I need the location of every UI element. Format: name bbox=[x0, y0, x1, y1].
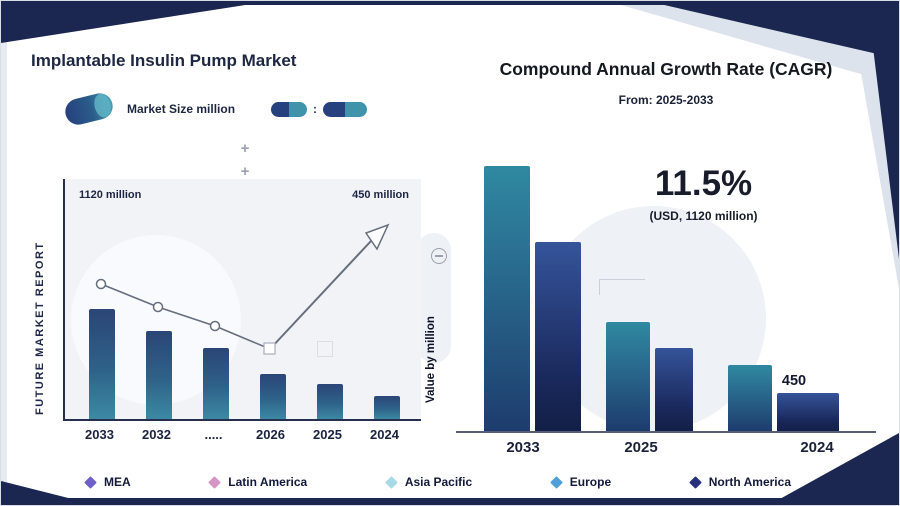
legend-label: MEA bbox=[104, 475, 131, 489]
left-bar-2033 bbox=[88, 309, 115, 419]
legend-item: Europe bbox=[549, 475, 612, 489]
left-bar-..... bbox=[202, 348, 229, 419]
annotation-1120-million: 1120 million bbox=[79, 189, 142, 201]
decor-square bbox=[317, 341, 333, 357]
left-x-label: 2024 bbox=[370, 427, 399, 442]
left-x-label: 2025 bbox=[313, 427, 342, 442]
decor-top-left-triangle bbox=[1, 1, 271, 43]
left-x-label: ..... bbox=[204, 427, 223, 442]
capsule-separator: : bbox=[313, 102, 318, 116]
diamond-icon bbox=[549, 475, 563, 489]
left-bar-column bbox=[358, 396, 415, 419]
left-bar-column bbox=[244, 374, 301, 419]
left-bar-column bbox=[130, 331, 187, 419]
legend-label: Asia Pacific bbox=[404, 475, 473, 489]
capsule-icon bbox=[323, 101, 368, 117]
side-watermark: FUTURE MARKET REPORT bbox=[34, 241, 46, 415]
left-bar-2024 bbox=[373, 396, 400, 419]
market-size-label: Market Size million bbox=[127, 102, 236, 116]
right-chart-title: Compound Annual Growth Rate (CAGR) bbox=[499, 59, 833, 79]
cylinder-icon bbox=[65, 93, 113, 125]
minus-circle-icon bbox=[431, 248, 447, 264]
page-title: Implantable Insulin Pump Market bbox=[31, 51, 297, 70]
legend-label: Latin America bbox=[228, 475, 308, 489]
bar-group-2025 bbox=[606, 322, 693, 431]
capsule-icon bbox=[271, 101, 308, 117]
left-bar-2032 bbox=[145, 331, 172, 419]
left-bar-2025 bbox=[316, 384, 343, 419]
plus-marks: + + bbox=[237, 137, 253, 183]
plus-icon: + bbox=[240, 163, 250, 180]
legend-label: Europe bbox=[569, 475, 612, 489]
bar-group-2033 bbox=[484, 166, 581, 431]
left-bars bbox=[73, 309, 415, 419]
right-chart-subtitle: From: 2025-2033 bbox=[618, 93, 714, 107]
diamond-icon bbox=[84, 475, 97, 489]
diamond-icon bbox=[688, 475, 702, 489]
right-bar-2033-series-b bbox=[535, 242, 581, 431]
decor-bracket bbox=[599, 279, 645, 295]
right-bar-2033-series-a bbox=[484, 166, 530, 431]
x-label-2025: 2025 bbox=[624, 439, 658, 456]
decor-left-strip bbox=[1, 1, 7, 505]
left-x-label: 2033 bbox=[85, 427, 114, 442]
decor-top-line bbox=[1, 1, 899, 5]
legend-item: North America bbox=[688, 475, 791, 489]
left-bar-2026 bbox=[259, 374, 286, 419]
legend-item: MEA bbox=[84, 475, 131, 489]
left-bar-column bbox=[187, 348, 244, 419]
annotation-450-million: 450 million bbox=[352, 189, 409, 201]
cagr-note: (USD, 1120 million) bbox=[649, 209, 758, 223]
legend-item: Latin America bbox=[208, 475, 308, 489]
legend: MEA Latin America Asia Pacific Europe North … bbox=[84, 475, 791, 489]
cagr-value: 11.5% bbox=[654, 164, 753, 203]
left-x-label: 2026 bbox=[256, 427, 285, 442]
x-label-2024: 2024 bbox=[800, 439, 834, 456]
x-label-2033: 2033 bbox=[506, 439, 540, 456]
right-bar-2025-series-b bbox=[655, 348, 693, 431]
legend-label: North America bbox=[708, 475, 791, 489]
right-bar-2024-series-a bbox=[728, 365, 772, 431]
left-x-label: 2032 bbox=[142, 427, 171, 442]
legend-item: Asia Pacific bbox=[384, 475, 473, 489]
right-bar-2025-series-a bbox=[606, 322, 650, 431]
decor-bottom-bar bbox=[1, 498, 899, 505]
bar-group-2024 bbox=[728, 365, 839, 431]
right-chart: 450 bbox=[456, 161, 876, 433]
right-bar-2024-series-b bbox=[777, 393, 839, 431]
market-size-legend: Market Size million : bbox=[61, 89, 368, 129]
right-x-labels: 2033 2025 2024 bbox=[456, 439, 876, 459]
left-bar-column bbox=[73, 309, 130, 419]
plus-icon: + bbox=[240, 140, 250, 157]
value-450-label: 450 bbox=[781, 373, 807, 389]
left-x-labels: 2033 2032..... 2026 2025 2024 bbox=[63, 427, 421, 442]
left-chart: 1120 million 450 million bbox=[63, 179, 421, 421]
trend-arrow-icon bbox=[95, 223, 390, 355]
left-bar-column bbox=[301, 384, 358, 419]
right-y-axis-label: Value by million bbox=[425, 316, 437, 403]
diamond-icon bbox=[384, 475, 398, 489]
diamond-icon bbox=[208, 475, 222, 489]
